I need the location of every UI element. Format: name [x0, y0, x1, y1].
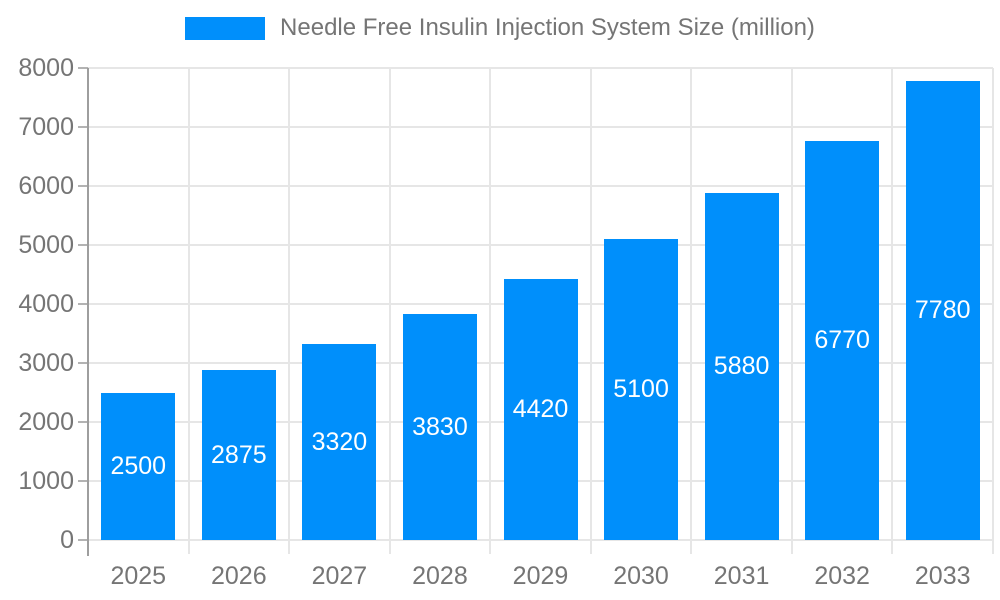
bar-value-label: 5880 — [713, 352, 770, 381]
bar[interactable]: 3830 — [402, 314, 477, 540]
grid-line-h — [88, 126, 993, 128]
y-axis-tick — [78, 67, 88, 69]
y-axis-tick — [78, 185, 88, 187]
x-axis-label: 2025 — [110, 562, 167, 590]
grid-line-v — [589, 68, 592, 540]
x-axis-tick — [589, 540, 592, 554]
grid-line-v — [992, 68, 994, 540]
grid-line-h — [88, 67, 993, 69]
y-axis-tick — [78, 303, 88, 305]
x-axis-label: 2032 — [814, 562, 870, 590]
grid-line-v — [891, 68, 894, 540]
y-axis-tick — [78, 480, 88, 482]
y-axis-label: 0 — [60, 526, 74, 554]
legend: Needle Free Insulin Injection System Siz… — [0, 14, 1000, 42]
y-axis-tick — [78, 244, 88, 246]
y-axis-label: 6000 — [18, 172, 74, 200]
bar-value-label: 3830 — [412, 412, 468, 441]
bar[interactable]: 3320 — [302, 344, 377, 540]
bar-value-label: 5100 — [613, 375, 669, 404]
x-axis-tick — [489, 540, 492, 554]
grid-line-h — [88, 244, 993, 246]
grid-line-v — [790, 68, 793, 540]
legend-label[interactable]: Needle Free Insulin Injection System Siz… — [280, 14, 815, 41]
grid-line-v — [288, 68, 291, 540]
x-axis-tick — [388, 540, 391, 554]
x-axis-label: 2031 — [713, 562, 770, 590]
bar-value-label: 6770 — [814, 325, 870, 354]
x-axis-label: 2026 — [211, 562, 267, 590]
grid-line-v — [187, 68, 190, 540]
x-axis-tick — [790, 540, 793, 554]
bar[interactable]: 4420 — [503, 279, 578, 540]
grid-line-v — [690, 68, 693, 540]
bar[interactable]: 7780 — [905, 80, 980, 540]
bar-value-label: 2875 — [211, 440, 267, 469]
x-axis-label: 2028 — [412, 562, 468, 590]
y-axis-label: 3000 — [18, 349, 74, 377]
x-axis-label: 2030 — [613, 562, 669, 590]
bar[interactable]: 2500 — [101, 392, 176, 540]
grid-line-v — [388, 68, 391, 540]
y-axis-tick — [78, 362, 88, 364]
y-axis-tick — [78, 421, 88, 423]
x-axis-tick — [187, 540, 190, 554]
y-axis-label: 1000 — [18, 467, 74, 495]
x-axis-tick — [992, 540, 994, 554]
x-axis-tick — [690, 540, 693, 554]
y-axis-line — [87, 68, 89, 556]
bar[interactable]: 5100 — [604, 239, 679, 540]
x-axis-label: 2027 — [311, 562, 368, 590]
bar[interactable]: 6770 — [805, 140, 880, 540]
y-axis-tick — [78, 126, 88, 128]
grid-line-h — [88, 185, 993, 187]
x-axis-tick — [288, 540, 291, 554]
x-axis-label: 2033 — [914, 562, 971, 590]
bar-value-label: 2500 — [110, 451, 167, 480]
x-axis-tick — [891, 540, 894, 554]
bar-value-label: 3320 — [311, 427, 368, 456]
y-axis-label: 8000 — [18, 54, 74, 82]
y-axis-tick — [78, 539, 88, 541]
y-axis-label: 7000 — [18, 113, 74, 141]
y-axis-label: 5000 — [18, 231, 74, 259]
bar[interactable]: 5880 — [704, 193, 779, 540]
bar[interactable]: 2875 — [201, 370, 276, 540]
bar-value-label: 4420 — [512, 395, 569, 424]
y-axis-label: 2000 — [18, 408, 74, 436]
x-axis-label: 2029 — [512, 562, 569, 590]
y-axis-label: 4000 — [18, 290, 74, 318]
grid-line-h — [88, 539, 993, 541]
grid-line-v — [489, 68, 492, 540]
bar-value-label: 7780 — [914, 295, 971, 324]
legend-swatch[interactable] — [185, 16, 266, 40]
